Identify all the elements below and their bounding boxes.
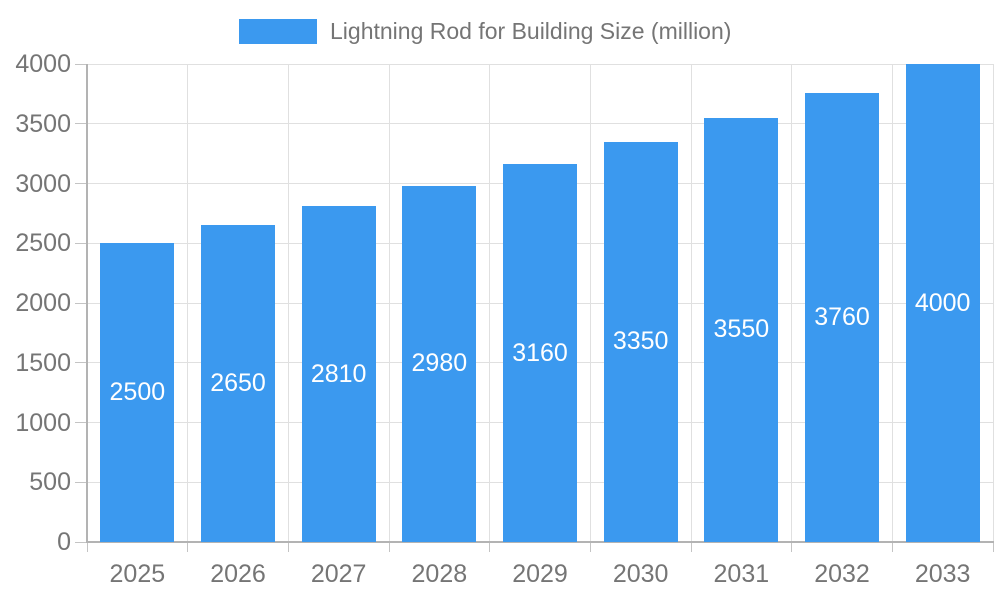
- v-gridline: [287, 64, 289, 542]
- v-gridline: [589, 64, 591, 542]
- y-tick-label: 2000: [15, 289, 71, 317]
- legend: Lightning Rod for Building Size (million…: [239, 19, 731, 44]
- y-axis-tick: [75, 362, 87, 364]
- x-axis-line: [86, 541, 994, 543]
- x-axis-tick: [791, 543, 793, 552]
- x-tick-label: 2028: [411, 560, 468, 588]
- bar-value-label: 2980: [411, 349, 468, 378]
- bar[interactable]: 3760: [805, 92, 879, 542]
- bar-value-label: 3160: [512, 338, 568, 367]
- x-axis-tick: [690, 543, 692, 552]
- bar[interactable]: 3350: [603, 141, 678, 542]
- x-axis-tick: [287, 543, 289, 552]
- bar[interactable]: 2810: [301, 206, 376, 542]
- legend-label: Lightning Rod for Building Size (million…: [330, 18, 732, 44]
- y-tick-label: 3500: [15, 109, 71, 138]
- y-axis-tick: [75, 183, 87, 184]
- y-tick-label: 4000: [15, 50, 71, 78]
- v-gridline: [791, 64, 793, 542]
- v-gridline: [489, 64, 491, 542]
- bar-value-label: 4000: [914, 288, 971, 317]
- y-axis-tick: [75, 63, 87, 65]
- y-axis-line: [86, 64, 88, 543]
- x-axis-tick: [86, 543, 88, 552]
- x-tick-label: 2033: [914, 560, 971, 588]
- x-axis-tick: [489, 543, 491, 552]
- h-gridline: [87, 123, 993, 125]
- x-tick-label: 2030: [612, 560, 669, 588]
- legend-swatch: [239, 19, 317, 44]
- x-axis-tick: [187, 543, 189, 552]
- bar[interactable]: 3160: [503, 164, 577, 542]
- y-axis-tick: [75, 123, 87, 125]
- y-axis-tick: [75, 302, 87, 304]
- bar-value-label: 2650: [210, 369, 266, 398]
- bar[interactable]: 2500: [100, 243, 175, 542]
- x-tick-label: 2025: [109, 560, 166, 588]
- x-tick-label: 2032: [814, 560, 870, 588]
- v-gridline: [992, 64, 994, 542]
- h-gridline: [87, 63, 993, 65]
- x-tick-label: 2031: [713, 560, 770, 588]
- x-tick-label: 2027: [310, 560, 367, 588]
- v-gridline: [187, 64, 189, 542]
- v-gridline: [690, 64, 692, 542]
- v-gridline: [388, 64, 390, 542]
- bar[interactable]: 3550: [704, 117, 779, 542]
- y-tick-label: 2500: [15, 229, 71, 258]
- x-axis-tick: [992, 543, 994, 552]
- bar-value-label: 3760: [814, 302, 870, 331]
- y-tick-label: 1000: [15, 408, 71, 437]
- bar-value-label: 3550: [713, 315, 770, 344]
- bar-value-label: 2810: [310, 359, 367, 388]
- bar-value-label: 3350: [612, 327, 669, 356]
- y-axis-tick: [75, 541, 87, 543]
- y-tick-label: 0: [57, 528, 71, 556]
- x-tick-label: 2026: [210, 560, 266, 588]
- y-tick-label: 3000: [15, 169, 71, 198]
- bar[interactable]: 2650: [201, 225, 275, 542]
- y-axis-tick: [75, 481, 87, 483]
- v-gridline: [891, 64, 893, 542]
- y-axis-tick: [75, 242, 87, 244]
- y-tick-label: 500: [29, 468, 71, 497]
- bar[interactable]: 2980: [402, 185, 477, 542]
- x-axis-tick: [589, 543, 591, 552]
- y-axis-tick: [75, 422, 87, 423]
- x-axis-tick: [891, 543, 893, 552]
- y-tick-label: 1500: [15, 348, 71, 377]
- x-axis-tick: [388, 543, 390, 552]
- x-tick-label: 2029: [512, 560, 568, 588]
- bar-value-label: 2500: [109, 378, 166, 407]
- bar[interactable]: 4000: [905, 64, 980, 542]
